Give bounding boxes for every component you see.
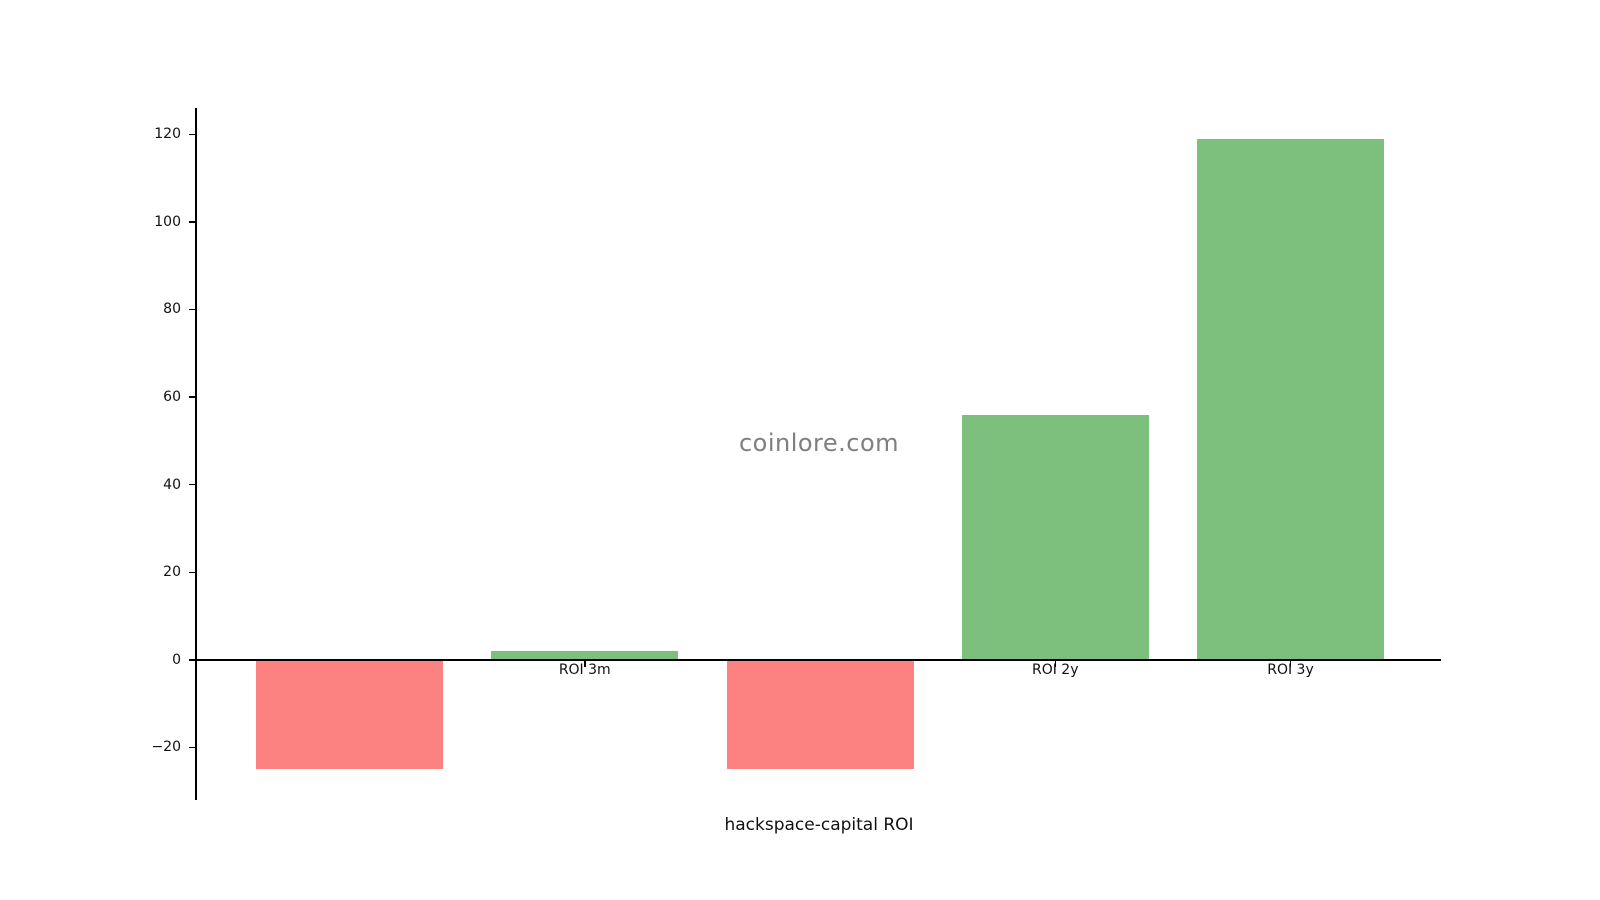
y-tick-mark: [189, 396, 196, 398]
chart-title: hackspace-capital ROI: [724, 815, 914, 835]
x-tick-mark: [1289, 659, 1292, 667]
x-axis-zero-line: [196, 658, 1441, 661]
y-tick-label: 40: [163, 476, 181, 493]
y-tick-label: −20: [151, 739, 181, 756]
bar-roi-2y: [961, 414, 1149, 660]
x-tick-label: ROI 3y: [1267, 661, 1314, 678]
x-tick-mark: [584, 659, 586, 667]
x-tick-label: ROI 3m: [558, 661, 611, 678]
y-tick-mark: [189, 221, 196, 223]
bar-roi-3m: [491, 651, 679, 660]
bar-roi-3y: [1197, 138, 1384, 660]
y-tick-mark: [189, 308, 196, 311]
x-tick-label: ROI 2y: [1031, 661, 1079, 678]
watermark-text: coinlore.com: [738, 429, 900, 457]
y-tick-mark: [189, 746, 196, 749]
y-tick-label: 0: [172, 651, 181, 668]
x-tick-mark: [1054, 659, 1056, 667]
bar-unlabeled-0: [256, 659, 443, 770]
y-tick-label: 100: [154, 213, 181, 230]
y-tick-label: 60: [163, 389, 181, 406]
y-tick-mark: [189, 659, 196, 661]
bar-unlabeled-2: [726, 659, 914, 770]
y-tick-mark: [189, 483, 196, 486]
y-tick-mark: [189, 133, 196, 136]
y-tick-label: 20: [163, 564, 181, 581]
y-tick-label: 80: [163, 301, 181, 318]
y-tick-mark: [189, 571, 196, 573]
y-axis-spine: [195, 108, 197, 800]
y-tick-label: 120: [154, 126, 181, 143]
